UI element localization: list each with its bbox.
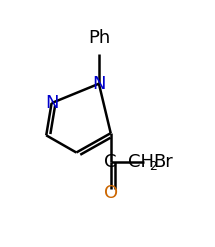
Text: C: C (104, 153, 117, 171)
Text: Br: Br (154, 153, 174, 171)
Text: 2: 2 (149, 160, 157, 173)
Text: N: N (45, 94, 58, 112)
Text: O: O (104, 184, 118, 202)
Text: N: N (92, 75, 106, 93)
Text: Ph: Ph (88, 29, 110, 47)
Text: CH: CH (128, 153, 154, 171)
